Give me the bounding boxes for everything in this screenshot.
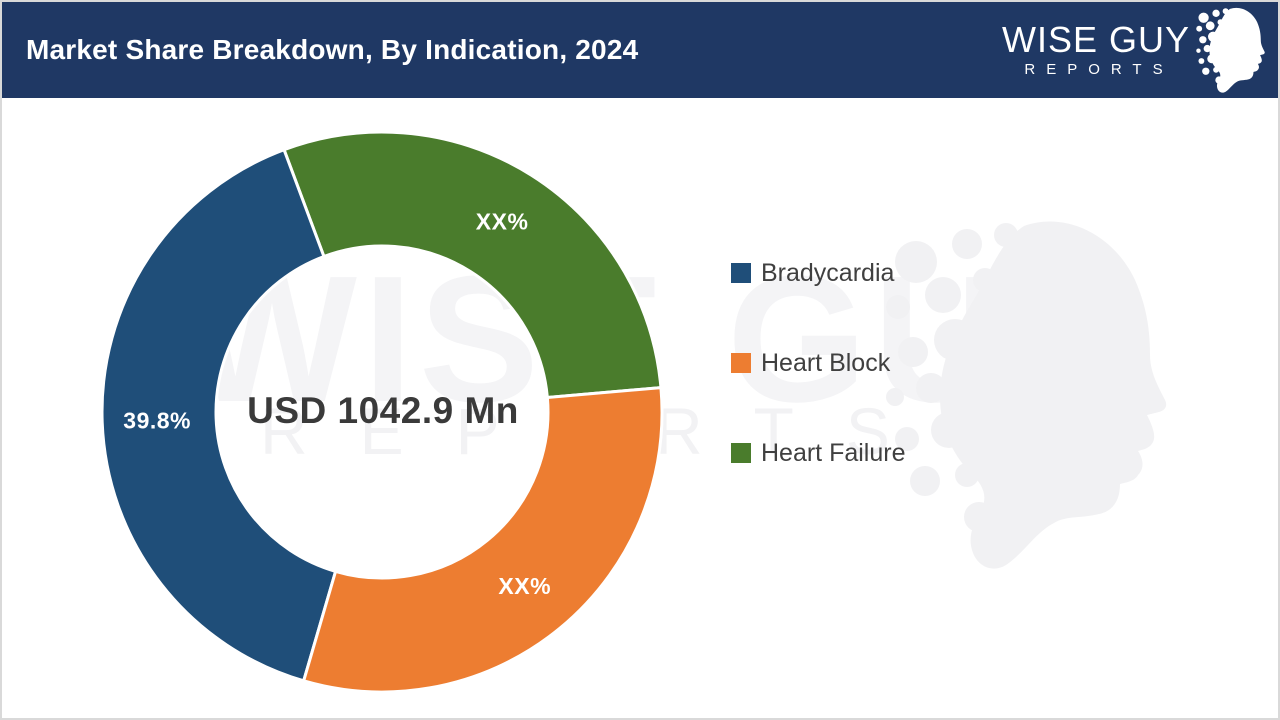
slice-value-label-bradycardia: 39.8% — [123, 407, 191, 433]
page-title: Market Share Breakdown, By Indication, 2… — [26, 34, 639, 65]
donut-slice-heart-block — [302, 386, 664, 694]
legend-swatch-heart-failure — [731, 443, 751, 463]
legend-item-heart-failure: Heart Failure — [731, 438, 906, 468]
slice-value-label-heart-failure: XX% — [476, 209, 529, 235]
logo-text: WISE GUY REPORTS — [1001, 19, 1190, 79]
legend-swatch-heart-block — [731, 353, 751, 373]
legend-item-heart-block: Heart Block — [731, 348, 906, 378]
logo-subtext: REPORTS — [1024, 61, 1174, 78]
donut-slice-bradycardia — [100, 148, 338, 683]
slice-value-label-heart-block: XX% — [498, 573, 551, 599]
donut-slice-heart-failure — [282, 130, 663, 400]
legend-item-bradycardia: Bradycardia — [731, 258, 906, 288]
legend-label-heart-failure: Heart Failure — [761, 438, 906, 467]
donut-slices: XX% 39.8% XX% — [100, 130, 664, 694]
legend-label-heart-block: Heart Block — [761, 348, 891, 377]
logo-wordmark: WISE GUY — [1001, 19, 1190, 60]
donut-center-value: USD 1042.9 Mn — [247, 390, 519, 431]
legend-label-bradycardia: Bradycardia — [761, 258, 895, 287]
header-bar: Market Share Breakdown, By Indication, 2… — [2, 2, 1278, 98]
chart-legend: Bradycardia Heart Block Heart Failure — [731, 258, 906, 468]
wise-guy-logo: WISE GUY REPORTS — [1002, 6, 1268, 94]
legend-swatch-bradycardia — [731, 263, 751, 283]
